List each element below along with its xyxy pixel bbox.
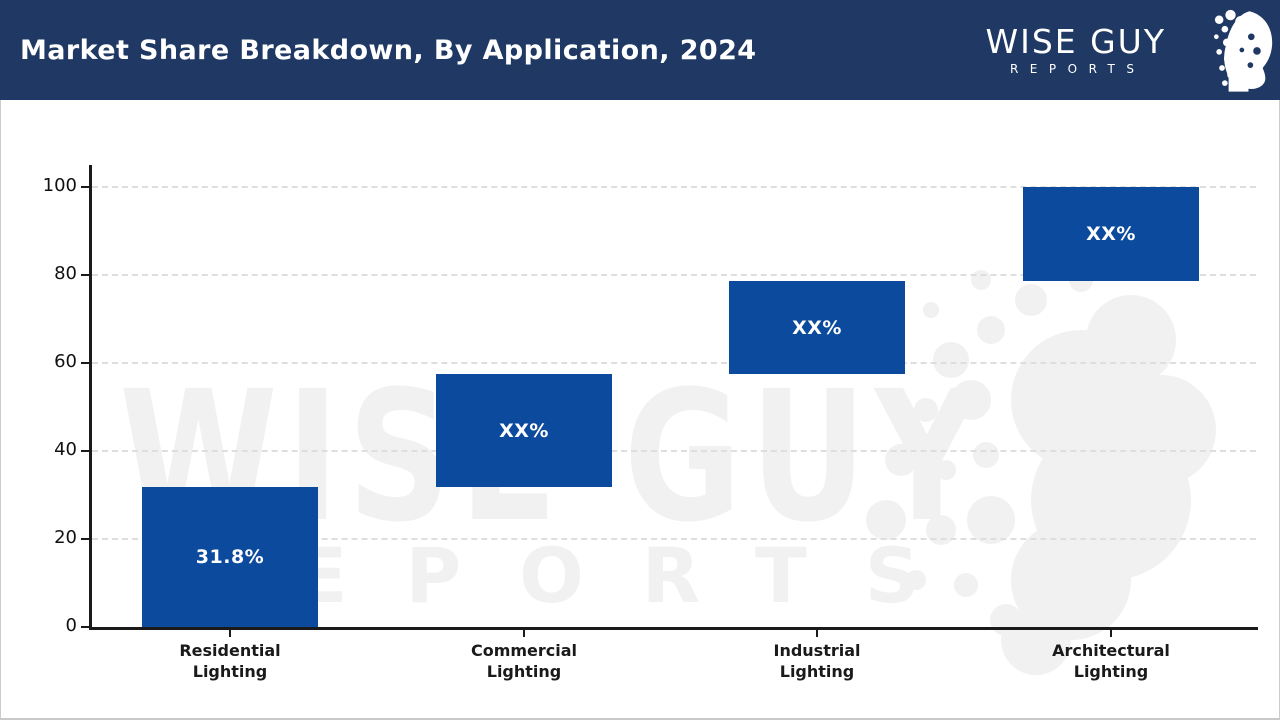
- category-line2: Lighting: [1073, 662, 1149, 681]
- y-gridline: [92, 362, 1256, 364]
- y-axis-tick: [81, 450, 90, 452]
- logo-text: WISE GUY REPORTS: [985, 21, 1166, 76]
- wise-guy-reports-logo: WISE GUY REPORTS: [985, 0, 1274, 100]
- logo-head-icon: [1213, 9, 1273, 92]
- category-line2: Lighting: [192, 662, 268, 681]
- x-axis-tick: [1110, 629, 1112, 637]
- x-category-label: Architectural Lighting: [1001, 640, 1221, 682]
- y-gridline: [92, 186, 1256, 188]
- bar-value-label: 31.8%: [195, 546, 265, 569]
- y-gridline: [92, 450, 1256, 452]
- y-axis-tick-label: 0: [65, 615, 77, 636]
- y-axis-tick: [81, 186, 90, 188]
- logo-subtitle: REPORTS: [1009, 61, 1146, 76]
- x-axis-tick: [816, 629, 818, 637]
- chart-title: Market Share Breakdown, By Application, …: [20, 34, 757, 66]
- x-category-label: Commercial Lighting: [414, 640, 634, 682]
- x-axis-tick: [229, 629, 231, 637]
- category-line1: Industrial: [773, 641, 861, 660]
- y-axis-tick: [81, 538, 90, 540]
- waterfall-bar-1: 31.8%: [142, 487, 318, 627]
- watermark-head-icon: [866, 268, 1216, 675]
- y-axis-tick-label: 20: [54, 527, 77, 548]
- y-axis-line: [89, 165, 92, 629]
- y-axis-tick-label: 40: [54, 439, 77, 460]
- y-axis-tick-label: 60: [54, 351, 77, 372]
- category-line1: Commercial: [470, 641, 578, 660]
- x-axis-line: [89, 627, 1258, 630]
- y-gridline: [92, 274, 1256, 276]
- waterfall-bar-4: XX%: [1023, 187, 1199, 282]
- y-axis-tick-label: 80: [54, 263, 77, 284]
- y-axis-tick: [81, 626, 90, 628]
- y-axis-tick-label: 100: [42, 175, 77, 196]
- y-gridline: [92, 538, 1256, 540]
- x-category-label: Industrial Lighting: [707, 640, 927, 682]
- bar-value-label: XX%: [792, 316, 842, 339]
- x-axis-tick: [523, 629, 525, 637]
- y-axis-tick: [81, 362, 90, 364]
- bar-value-label: XX%: [499, 419, 549, 442]
- waterfall-bar-3: XX%: [729, 281, 905, 374]
- header-bar: Market Share Breakdown, By Application, …: [0, 0, 1280, 100]
- waterfall-bar-2: XX%: [436, 374, 612, 488]
- y-axis-tick: [81, 274, 90, 276]
- category-line1: Residential: [179, 641, 281, 660]
- category-line2: Lighting: [779, 662, 855, 681]
- logo-wordmark: WISE GUY: [985, 21, 1166, 61]
- category-line1: Architectural: [1052, 641, 1170, 660]
- x-category-label: Residential Lighting: [120, 640, 340, 682]
- category-line2: Lighting: [486, 662, 562, 681]
- bar-value-label: XX%: [1086, 223, 1136, 246]
